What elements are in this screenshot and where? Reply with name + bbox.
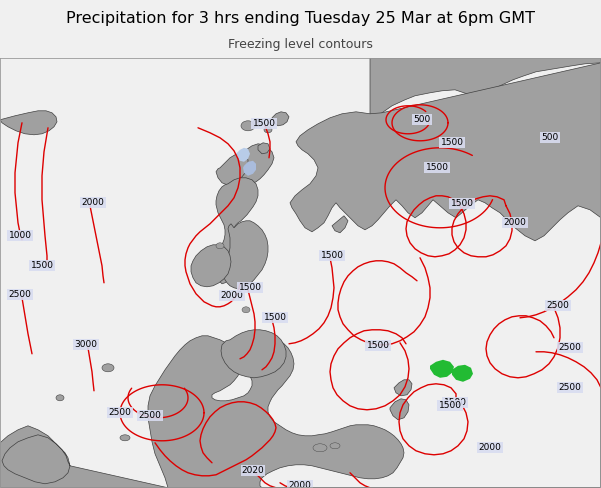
Text: 2500: 2500 [546, 301, 569, 310]
Polygon shape [0, 111, 57, 135]
Polygon shape [218, 250, 235, 268]
Text: 2500: 2500 [139, 411, 162, 420]
Text: 2000: 2000 [221, 291, 243, 300]
Text: 1500: 1500 [451, 199, 474, 208]
Ellipse shape [216, 243, 224, 249]
Polygon shape [236, 148, 250, 162]
Text: 500: 500 [413, 115, 431, 124]
Text: 2500: 2500 [558, 343, 581, 352]
Text: 1500: 1500 [367, 341, 389, 350]
Text: 1500: 1500 [444, 398, 466, 407]
Text: Precipitation for 3 hrs ending Tuesday 25 Mar at 6pm GMT: Precipitation for 3 hrs ending Tuesday 2… [66, 11, 535, 26]
Polygon shape [390, 399, 409, 420]
Text: 1500: 1500 [239, 284, 261, 292]
Polygon shape [216, 154, 248, 185]
Polygon shape [290, 63, 601, 241]
Polygon shape [221, 330, 286, 378]
Polygon shape [452, 365, 473, 382]
Ellipse shape [102, 364, 114, 372]
Polygon shape [370, 58, 601, 120]
Text: 1500: 1500 [439, 401, 462, 410]
Text: 2000: 2000 [504, 218, 526, 227]
Ellipse shape [56, 395, 64, 401]
Text: 2000: 2000 [82, 198, 105, 207]
Text: 1500: 1500 [31, 261, 53, 270]
Polygon shape [191, 245, 231, 287]
Polygon shape [430, 360, 454, 378]
Polygon shape [216, 178, 258, 284]
Polygon shape [243, 161, 256, 176]
Text: 2500: 2500 [109, 408, 132, 417]
Text: 2500: 2500 [8, 290, 31, 299]
Text: 1500: 1500 [263, 313, 287, 322]
Polygon shape [224, 221, 268, 289]
Polygon shape [0, 218, 601, 488]
Ellipse shape [253, 119, 263, 127]
Text: 500: 500 [542, 133, 558, 142]
Text: 2000: 2000 [288, 481, 311, 488]
Ellipse shape [264, 127, 272, 133]
Text: 1500: 1500 [320, 251, 344, 260]
Text: 2000: 2000 [478, 443, 501, 452]
Polygon shape [234, 144, 274, 185]
Text: 2500: 2500 [558, 383, 581, 392]
Ellipse shape [241, 121, 255, 131]
Text: 1000: 1000 [8, 231, 31, 240]
Ellipse shape [313, 444, 327, 452]
Polygon shape [394, 380, 412, 396]
Polygon shape [272, 112, 289, 126]
Polygon shape [258, 143, 270, 154]
Text: 1500: 1500 [426, 163, 448, 172]
Ellipse shape [120, 435, 130, 441]
Text: 1500: 1500 [441, 138, 463, 147]
Text: Freezing level contours: Freezing level contours [228, 39, 373, 51]
Text: 3000: 3000 [75, 340, 97, 349]
Ellipse shape [242, 307, 250, 313]
Ellipse shape [330, 443, 340, 449]
Polygon shape [332, 216, 348, 233]
Text: 2020: 2020 [242, 467, 264, 475]
Text: 1500: 1500 [252, 119, 275, 128]
